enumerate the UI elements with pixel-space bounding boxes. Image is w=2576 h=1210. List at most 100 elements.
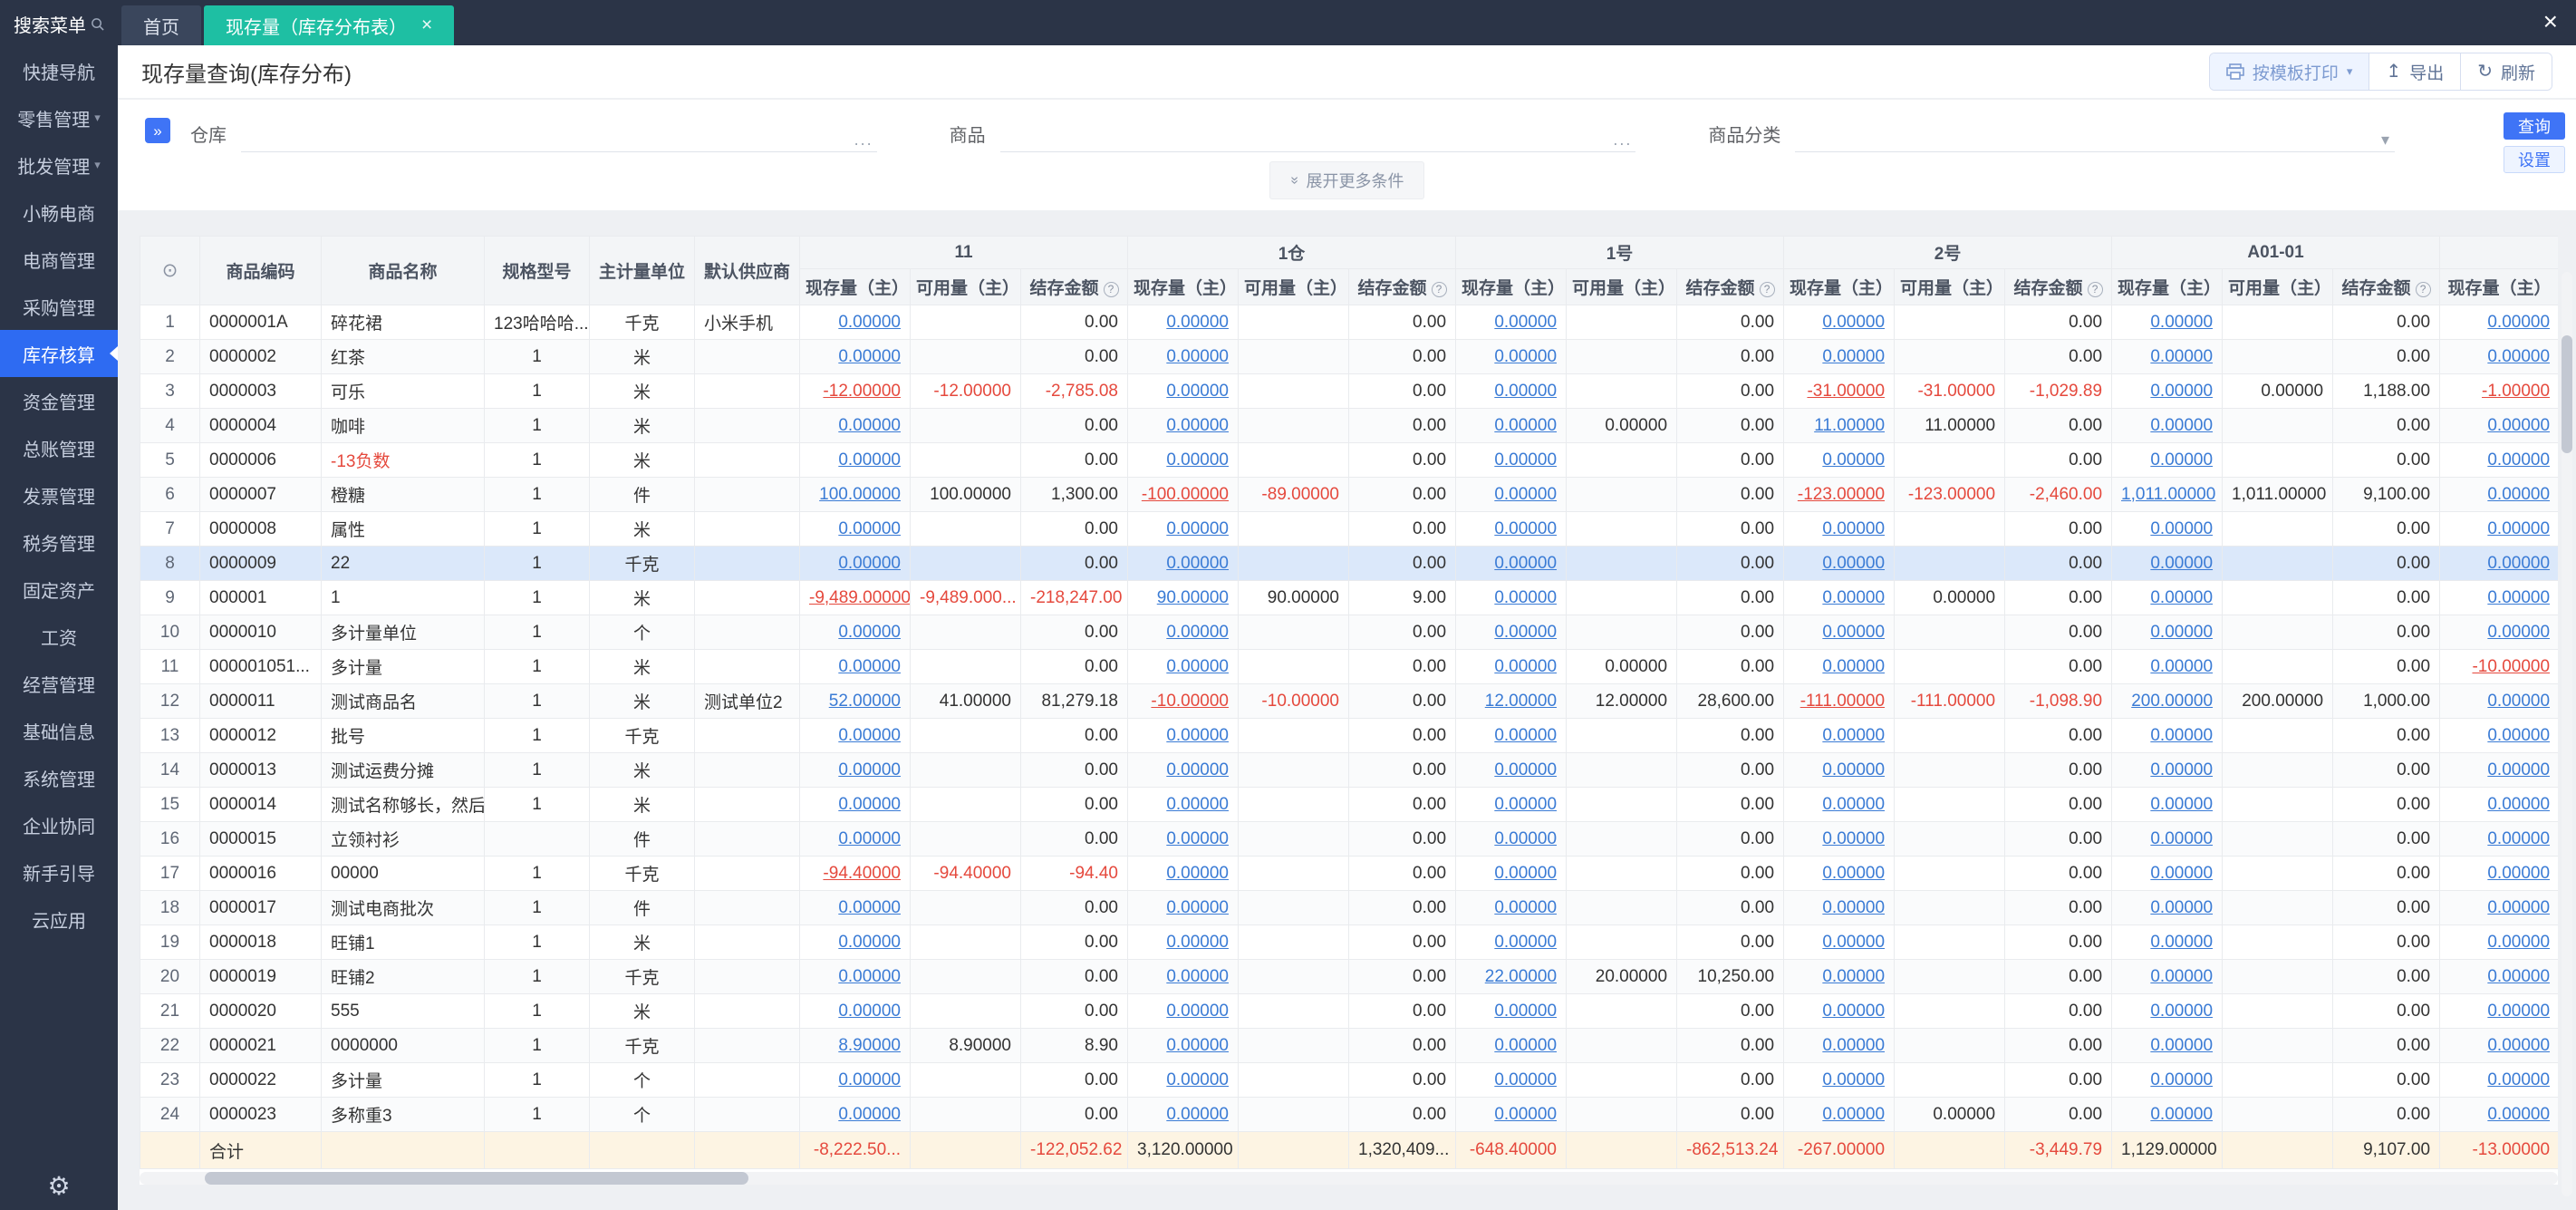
stock-qty-link[interactable]: 0.00000: [1494, 932, 1558, 952]
stock-qty-cell[interactable]: 0.00000: [1783, 1028, 1896, 1063]
table-row[interactable]: 10 0000010 多计量单位 1 个 0.00000 0.00 0.00000 0.00 0.…: [140, 615, 2558, 650]
stock-qty-cell[interactable]: 0.00000: [1127, 339, 1239, 374]
stock-qty-link[interactable]: -31.00000: [1807, 381, 1886, 401]
stock-qty-link[interactable]: 0.00000: [1494, 1104, 1558, 1124]
stock-qty-cell[interactable]: 0.00000: [1783, 821, 1896, 857]
stock-qty-cell[interactable]: 0.00000: [1127, 856, 1239, 891]
stock-qty-link[interactable]: -9,489.00000: [809, 587, 911, 607]
sidebar-item-7[interactable]: 库存核算: [0, 330, 118, 377]
stock-qty-cell[interactable]: 0.00000: [2439, 718, 2558, 753]
stock-qty-cell[interactable]: 0.00000: [1127, 511, 1239, 547]
stock-qty-link[interactable]: 0.00000: [2487, 760, 2551, 779]
stock-qty-cell[interactable]: 0.00000: [1455, 1062, 1568, 1098]
goods-picker-icon[interactable]: ...: [1613, 131, 1633, 149]
table-row[interactable]: 14 0000013 测试运费分摊 1 米 0.00000 0.00 0.00000 0.00 0…: [140, 752, 2558, 788]
stock-qty-cell[interactable]: 0.00000: [1127, 959, 1239, 994]
table-row[interactable]: 22 0000021 0000000 1 千克 8.90000 8.90000 8.90 0.0…: [140, 1028, 2558, 1063]
stock-qty-link[interactable]: 0.00000: [2150, 966, 2214, 986]
stock-qty-cell[interactable]: 0.00000: [1455, 856, 1568, 891]
stock-qty-link[interactable]: 0.00000: [1494, 828, 1558, 848]
stock-qty-cell[interactable]: 0.00000: [799, 1097, 911, 1132]
stock-qty-cell[interactable]: 0.00000: [2111, 305, 2224, 340]
stock-qty-cell[interactable]: 0.00000: [799, 305, 911, 340]
sidebar-item-2[interactable]: 零售管理 ▾: [0, 94, 118, 141]
stock-qty-link[interactable]: 0.00000: [2150, 1001, 2214, 1021]
stock-qty-link[interactable]: 0.00000: [2487, 725, 2551, 745]
stock-qty-link[interactable]: 0.00000: [2487, 622, 2551, 642]
stock-qty-cell[interactable]: 0.00000: [2111, 821, 2224, 857]
stock-qty-link[interactable]: 0.00000: [1494, 897, 1558, 917]
stock-qty-link[interactable]: 0.00000: [1494, 1070, 1558, 1089]
stock-qty-cell[interactable]: 0.00000: [1783, 649, 1896, 684]
stock-qty-cell[interactable]: 0.00000: [2111, 1062, 2224, 1098]
stock-qty-link[interactable]: 100.00000: [819, 484, 901, 504]
stock-qty-cell[interactable]: 0.00000: [1783, 305, 1896, 340]
stock-qty-link[interactable]: 0.00000: [1166, 312, 1229, 332]
stock-qty-cell[interactable]: 0.00000: [1127, 305, 1239, 340]
stock-qty-link[interactable]: 0.00000: [2150, 725, 2214, 745]
stock-qty-cell[interactable]: 0.00000: [2111, 890, 2224, 925]
stock-qty-cell[interactable]: 0.00000: [2439, 856, 2558, 891]
column-settings-icon[interactable]: ⊙: [140, 236, 200, 305]
stock-qty-link[interactable]: 0.00000: [1822, 553, 1886, 573]
stock-qty-link[interactable]: 0.00000: [2150, 587, 2214, 607]
stock-qty-link[interactable]: 0.00000: [1822, 1001, 1886, 1021]
table-row[interactable]: 8 0000009 22 1 千克 0.00000 0.00 0.00000 0.00 0.000…: [140, 546, 2558, 581]
stock-qty-link[interactable]: 0.00000: [1166, 381, 1229, 401]
stock-qty-link[interactable]: -1.00000: [2482, 381, 2551, 401]
stock-qty-link[interactable]: 0.00000: [1822, 450, 1886, 469]
stock-qty-link[interactable]: 0.00000: [1166, 966, 1229, 986]
sidebar-item-5[interactable]: 电商管理: [0, 236, 118, 283]
stock-qty-link[interactable]: 0.00000: [1494, 518, 1558, 538]
stock-qty-link[interactable]: 0.00000: [838, 1104, 901, 1124]
stock-qty-link[interactable]: 0.00000: [1494, 346, 1558, 366]
query-button[interactable]: 查询: [2504, 112, 2565, 140]
stock-qty-cell[interactable]: 0.00000: [1455, 718, 1568, 753]
stock-qty-cell[interactable]: 0.00000: [1455, 1097, 1568, 1132]
stock-qty-cell[interactable]: 0.00000: [799, 924, 911, 960]
tab-close-icon[interactable]: ×: [421, 15, 433, 35]
sidebar-item-11[interactable]: 税务管理: [0, 518, 118, 566]
table-row[interactable]: 24 0000023 多称重3 1 个 0.00000 0.00 0.00000 0.00 0.0…: [140, 1097, 2558, 1132]
stock-qty-link[interactable]: 0.00000: [838, 897, 901, 917]
stock-qty-link[interactable]: 0.00000: [2487, 553, 2551, 573]
stock-qty-cell[interactable]: 0.00000: [1455, 339, 1568, 374]
stock-qty-link[interactable]: 0.00000: [2150, 932, 2214, 952]
stock-qty-cell[interactable]: 0.00000: [1783, 787, 1896, 822]
stock-qty-cell[interactable]: 52.00000: [799, 683, 911, 719]
stock-qty-link[interactable]: 0.00000: [2150, 1035, 2214, 1055]
stock-qty-link[interactable]: 0.00000: [2487, 1001, 2551, 1021]
stock-qty-link[interactable]: 0.00000: [2150, 415, 2214, 435]
stock-qty-cell[interactable]: 0.00000: [2111, 546, 2224, 581]
table-row[interactable]: 3 0000003 可乐 1 米 -12.00000 -12.00000 -2,785.08 0…: [140, 373, 2558, 409]
stock-qty-cell[interactable]: 0.00000: [1783, 615, 1896, 650]
stock-qty-link[interactable]: 0.00000: [1166, 656, 1229, 676]
stock-qty-link[interactable]: 0.00000: [1166, 828, 1229, 848]
stock-qty-cell[interactable]: 0.00000: [1783, 1097, 1896, 1132]
stock-qty-link[interactable]: 0.00000: [1822, 725, 1886, 745]
stock-qty-link[interactable]: 0.00000: [838, 312, 901, 332]
stock-qty-link[interactable]: 0.00000: [838, 346, 901, 366]
stock-qty-cell[interactable]: 0.00000: [1783, 580, 1896, 615]
horizontal-scrollbar[interactable]: [140, 1172, 2558, 1185]
sidebar-item-15[interactable]: 基础信息: [0, 707, 118, 754]
stock-qty-link[interactable]: 0.00000: [2487, 863, 2551, 883]
stock-qty-cell[interactable]: 0.00000: [1127, 408, 1239, 443]
stock-qty-cell[interactable]: 0.00000: [2439, 339, 2558, 374]
stock-qty-link[interactable]: 0.00000: [1166, 553, 1229, 573]
stock-qty-cell[interactable]: 0.00000: [1455, 649, 1568, 684]
stock-qty-link[interactable]: 0.00000: [1166, 518, 1229, 538]
stock-qty-cell[interactable]: 0.00000: [1455, 1028, 1568, 1063]
stock-qty-link[interactable]: 0.00000: [2487, 587, 2551, 607]
stock-qty-link[interactable]: 0.00000: [1166, 863, 1229, 883]
stock-qty-link[interactable]: 0.00000: [2487, 966, 2551, 986]
stock-qty-cell[interactable]: -10.00000: [1127, 683, 1239, 719]
sidebar-item-13[interactable]: 工资: [0, 613, 118, 660]
stock-qty-cell[interactable]: 0.00000: [2439, 580, 2558, 615]
stock-qty-cell[interactable]: -10.00000: [2439, 649, 2558, 684]
stock-qty-link[interactable]: 0.00000: [2150, 622, 2214, 642]
chevron-down-icon[interactable]: ▾: [2380, 131, 2392, 149]
stock-qty-link[interactable]: 0.00000: [2150, 828, 2214, 848]
table-row[interactable]: 23 0000022 多计量 1 个 0.00000 0.00 0.00000 0.00 0.00…: [140, 1062, 2558, 1098]
stock-qty-cell[interactable]: 0.00000: [1455, 373, 1568, 409]
